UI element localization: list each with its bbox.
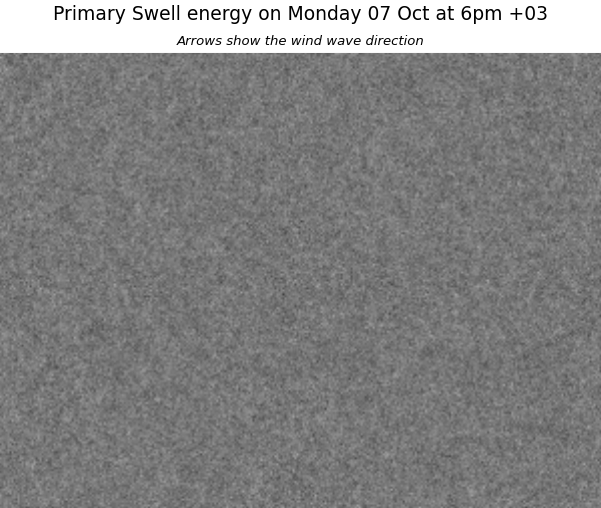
Text: Arrows show the wind wave direction: Arrows show the wind wave direction [177, 35, 424, 48]
Text: Primary Swell energy on Monday 07 Oct at 6pm +03: Primary Swell energy on Monday 07 Oct at… [53, 6, 548, 24]
